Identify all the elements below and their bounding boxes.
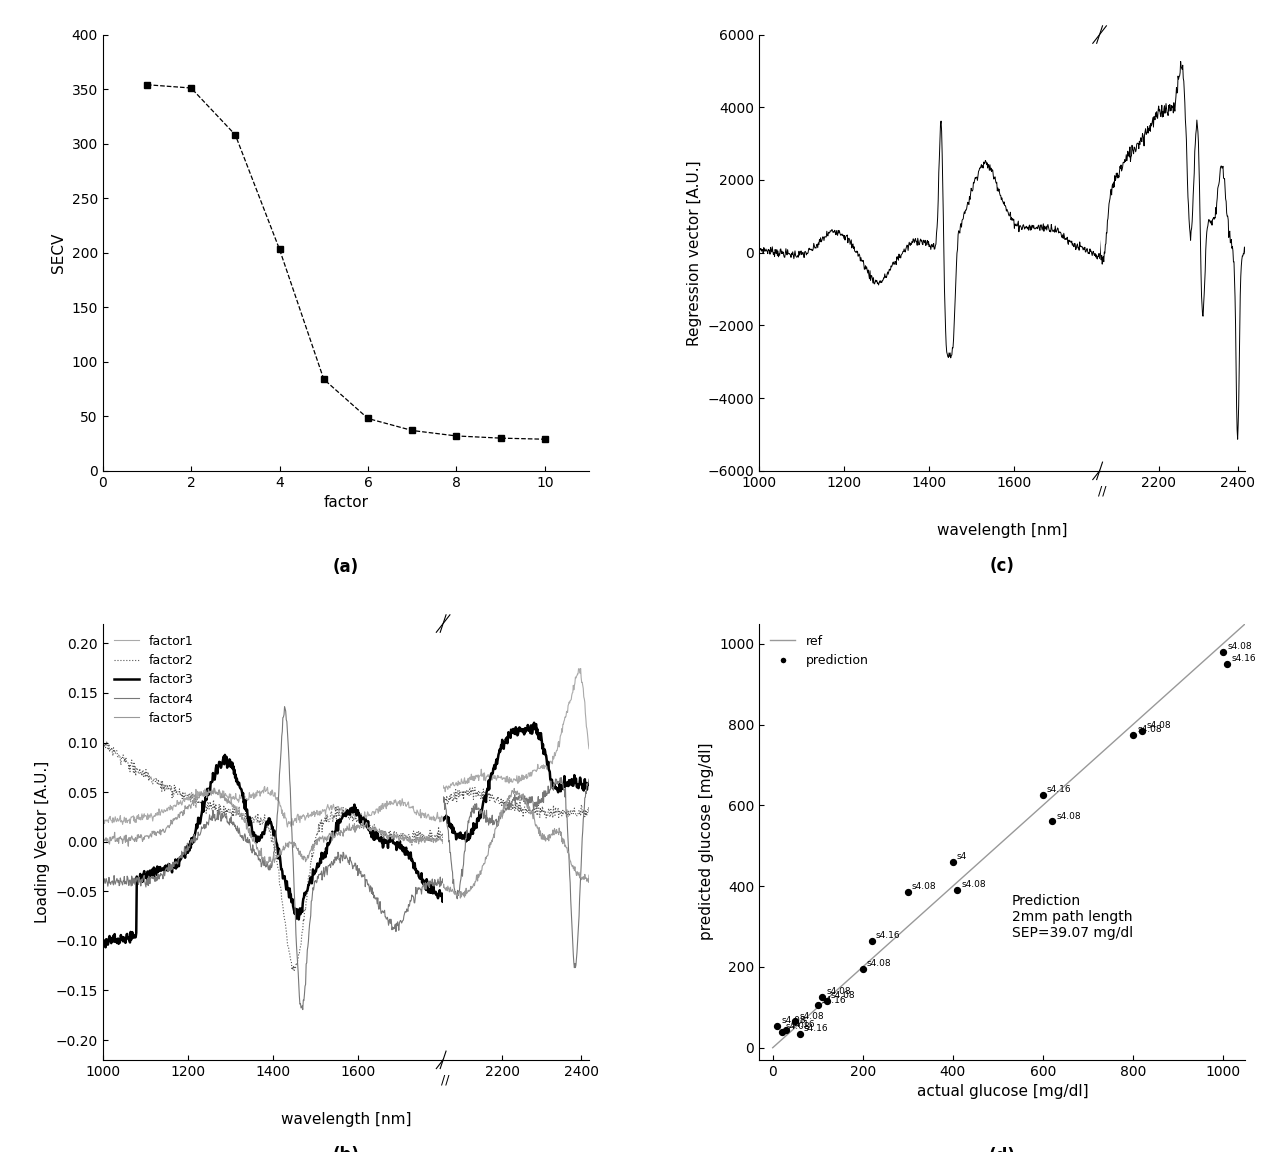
Text: wavelength [nm]: wavelength [nm] xyxy=(937,523,1067,538)
Text: s4.08: s4.08 xyxy=(827,987,851,996)
ref xyxy=(1198,653,1213,667)
Text: Prediction
2mm path length
SEP=39.07 mg/dl: Prediction 2mm path length SEP=39.07 mg/… xyxy=(1012,894,1134,940)
Text: s4.08: s4.08 xyxy=(1147,721,1171,730)
Y-axis label: Loading Vector [A.U.]: Loading Vector [A.U.] xyxy=(35,760,50,923)
Legend: ref, prediction: ref, prediction xyxy=(765,630,873,672)
Text: s4.16: s4.16 xyxy=(1046,786,1072,795)
X-axis label: factor: factor xyxy=(324,495,369,510)
Legend: factor1, factor2, factor3, factor4, factor5: factor1, factor2, factor3, factor4, fact… xyxy=(109,630,199,730)
Text: s4.16: s4.16 xyxy=(804,1024,828,1033)
ref xyxy=(891,927,907,941)
ref xyxy=(794,1015,809,1029)
Text: s4.08: s4.08 xyxy=(1138,725,1162,734)
Text: s4.08: s4.08 xyxy=(962,880,986,889)
prediction xyxy=(1217,654,1238,673)
prediction xyxy=(772,1022,792,1040)
Text: //: // xyxy=(1098,485,1107,498)
prediction xyxy=(1212,643,1233,661)
prediction xyxy=(811,988,832,1007)
Text: s4: s4 xyxy=(957,852,967,861)
Text: s4.08: s4.08 xyxy=(831,992,855,1000)
ref xyxy=(1238,616,1253,630)
Text: wavelength [nm]: wavelength [nm] xyxy=(281,1112,411,1127)
Text: s4.08: s4.08 xyxy=(867,960,891,968)
ref xyxy=(853,962,868,976)
prediction xyxy=(1032,786,1053,804)
ref xyxy=(765,1040,781,1054)
Text: s4.08: s4.08 xyxy=(912,882,936,892)
Text: s4.08: s4.08 xyxy=(782,1016,806,1025)
prediction xyxy=(767,1016,787,1034)
prediction xyxy=(790,1024,810,1043)
prediction xyxy=(1131,721,1152,740)
Text: (b): (b) xyxy=(333,1146,360,1152)
Y-axis label: predicted glucose [mg/dl]: predicted glucose [mg/dl] xyxy=(698,743,714,940)
Text: s4.08: s4.08 xyxy=(786,1022,810,1031)
Text: s4.08: s4.08 xyxy=(1228,642,1252,651)
prediction xyxy=(942,852,963,871)
Text: (d): (d) xyxy=(989,1147,1016,1152)
prediction xyxy=(1041,812,1062,831)
prediction xyxy=(817,992,837,1010)
Text: (c): (c) xyxy=(990,558,1014,575)
ref xyxy=(785,1024,800,1038)
prediction xyxy=(948,881,968,900)
prediction xyxy=(862,932,882,950)
Text: s4.16: s4.16 xyxy=(822,995,846,1005)
Text: s4.08: s4.08 xyxy=(1055,812,1081,820)
Text: s4.08: s4.08 xyxy=(800,1011,824,1021)
prediction xyxy=(1122,726,1143,744)
ref xyxy=(1213,638,1229,652)
prediction xyxy=(853,960,873,978)
prediction xyxy=(808,996,828,1015)
Text: s4.16: s4.16 xyxy=(1231,654,1256,664)
Y-axis label: SECV: SECV xyxy=(51,233,65,273)
Line: ref: ref xyxy=(773,623,1245,1047)
prediction xyxy=(898,882,918,901)
Text: s4.16: s4.16 xyxy=(876,931,900,940)
X-axis label: actual glucose [mg/dl]: actual glucose [mg/dl] xyxy=(917,1084,1088,1099)
Text: //: // xyxy=(442,1074,449,1086)
prediction xyxy=(776,1021,796,1039)
Text: (a): (a) xyxy=(333,558,360,576)
Y-axis label: Regression vector [A.U.]: Regression vector [A.U.] xyxy=(687,160,702,346)
prediction xyxy=(785,1013,805,1031)
Text: s4.16: s4.16 xyxy=(791,1020,815,1029)
